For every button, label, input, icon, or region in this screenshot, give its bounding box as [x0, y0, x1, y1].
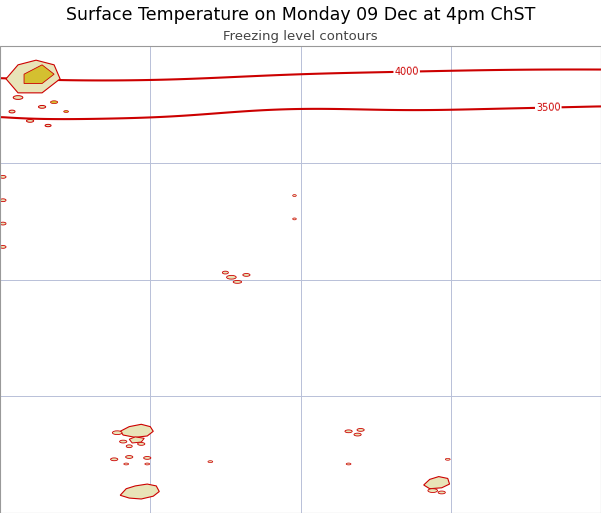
Ellipse shape [145, 463, 150, 465]
Polygon shape [24, 65, 54, 84]
Polygon shape [129, 437, 144, 443]
Ellipse shape [0, 246, 6, 248]
Ellipse shape [0, 222, 6, 225]
Ellipse shape [50, 101, 58, 104]
Ellipse shape [345, 430, 352, 432]
Ellipse shape [293, 218, 296, 220]
Text: 3500: 3500 [536, 102, 561, 113]
Ellipse shape [354, 433, 361, 436]
Ellipse shape [9, 110, 15, 113]
Text: Freezing level contours: Freezing level contours [223, 30, 378, 43]
Ellipse shape [38, 106, 46, 108]
Ellipse shape [144, 457, 151, 459]
Ellipse shape [227, 275, 236, 279]
Polygon shape [120, 484, 159, 499]
Ellipse shape [138, 443, 145, 445]
Polygon shape [424, 477, 450, 489]
Ellipse shape [126, 456, 133, 459]
Ellipse shape [208, 461, 213, 463]
Ellipse shape [0, 175, 6, 179]
Ellipse shape [428, 489, 438, 492]
Ellipse shape [346, 463, 351, 465]
Ellipse shape [233, 281, 242, 283]
Ellipse shape [357, 428, 364, 431]
Ellipse shape [0, 199, 6, 202]
Polygon shape [120, 424, 153, 438]
Ellipse shape [126, 445, 132, 448]
Ellipse shape [112, 431, 122, 435]
Ellipse shape [293, 194, 296, 196]
Ellipse shape [445, 459, 450, 460]
Ellipse shape [45, 124, 51, 127]
Ellipse shape [13, 95, 23, 100]
Ellipse shape [124, 463, 129, 465]
Text: Surface Temperature on Monday 09 Dec at 4pm ChST: Surface Temperature on Monday 09 Dec at … [66, 6, 535, 24]
Ellipse shape [243, 273, 250, 277]
Ellipse shape [111, 458, 118, 461]
Ellipse shape [26, 120, 34, 122]
Ellipse shape [120, 440, 127, 443]
Ellipse shape [222, 271, 228, 274]
Ellipse shape [438, 491, 445, 494]
Text: 4000: 4000 [394, 66, 419, 77]
Ellipse shape [64, 111, 69, 112]
Polygon shape [6, 60, 60, 93]
